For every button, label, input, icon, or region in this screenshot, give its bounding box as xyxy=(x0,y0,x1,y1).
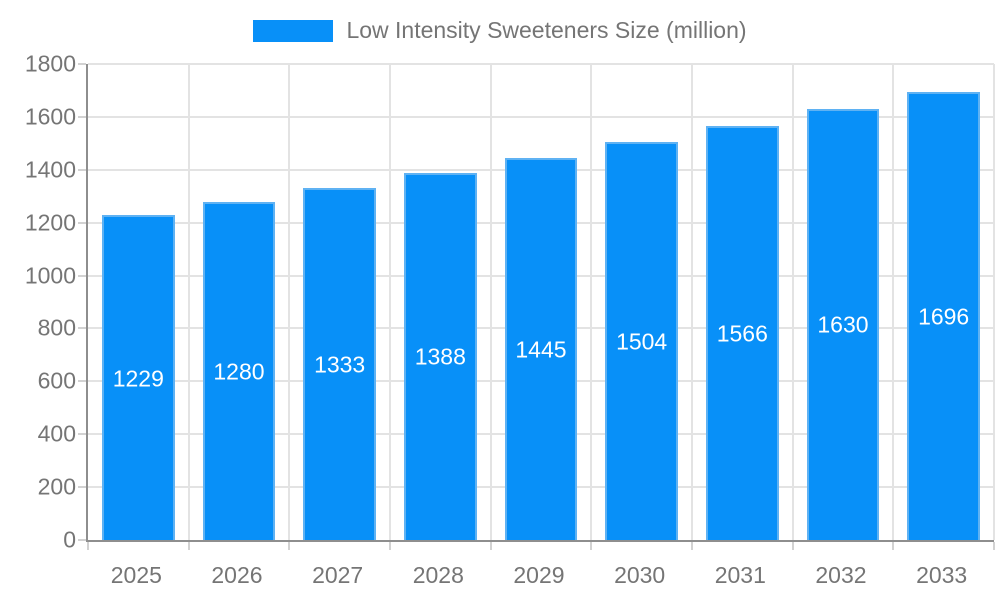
gridline-horizontal xyxy=(88,115,994,118)
x-tick-label: 2028 xyxy=(412,562,464,588)
y-tick-label: 1400 xyxy=(24,156,76,183)
x-tick-label: 2033 xyxy=(916,562,968,588)
bar-value-label: 1630 xyxy=(817,311,869,338)
y-tick-label: 1800 xyxy=(24,50,76,77)
x-tick-label: 2029 xyxy=(513,562,565,588)
x-tick-label: 2027 xyxy=(312,562,364,588)
x-tick-label: 2031 xyxy=(714,562,766,588)
plot-area: 1229 1280 1333 1388 1445 1504 1566 1630 1696 xyxy=(78,63,995,550)
x-tick-label: 2032 xyxy=(815,562,867,588)
bar-2030[interactable]: 1504 xyxy=(605,142,678,540)
gridline-vertical xyxy=(288,64,291,540)
y-axis: 0 200 400 600 800 1000 1200 1400 1600 1800 xyxy=(0,52,76,551)
gridline-vertical xyxy=(187,64,190,540)
bar-value-label: 1280 xyxy=(213,358,265,385)
x-axis-tick xyxy=(388,542,391,550)
gridline-vertical xyxy=(791,64,794,540)
legend-swatch-icon xyxy=(253,19,334,42)
x-tick-label: 2030 xyxy=(614,562,666,588)
legend-item[interactable]: Low Intensity Sweeteners Size (million) xyxy=(0,19,1000,42)
y-axis-tick xyxy=(78,274,86,277)
bar-value-label: 1445 xyxy=(515,336,567,363)
y-tick-label: 400 xyxy=(37,420,76,447)
y-tick-label: 1600 xyxy=(24,103,76,130)
gridline-vertical xyxy=(993,64,995,540)
y-tick-label: 1000 xyxy=(24,262,76,289)
gridline-vertical xyxy=(388,64,391,540)
x-axis-tick xyxy=(791,542,794,550)
bar-value-label: 1388 xyxy=(414,343,466,370)
gridline-vertical xyxy=(489,64,492,540)
y-axis-tick xyxy=(78,327,86,330)
bar-2032[interactable]: 1630 xyxy=(806,108,880,540)
gridline-horizontal xyxy=(88,63,994,65)
x-axis-tick xyxy=(288,542,291,550)
bar-value-label: 1566 xyxy=(716,320,768,347)
legend-label: Low Intensity Sweeteners Size (million) xyxy=(346,17,747,43)
bar-2025[interactable]: 1229 xyxy=(102,215,175,540)
bar-2033[interactable]: 1696 xyxy=(907,91,980,540)
y-tick-label: 200 xyxy=(37,473,76,500)
x-axis-tick xyxy=(993,542,995,550)
gridline-vertical xyxy=(892,64,895,540)
x-axis-tick xyxy=(187,542,190,550)
y-tick-label: 0 xyxy=(63,526,76,553)
y-axis-tick xyxy=(78,221,86,224)
bar-2028[interactable]: 1388 xyxy=(404,172,477,540)
y-axis-tick xyxy=(78,168,86,171)
y-axis-tick xyxy=(78,380,86,383)
bar-value-label: 1333 xyxy=(314,351,366,378)
bar-value-label: 1504 xyxy=(616,328,668,355)
y-axis-tick xyxy=(78,433,86,436)
gridline-vertical xyxy=(690,64,693,540)
x-axis-tick xyxy=(690,542,693,550)
x-tick-label: 2026 xyxy=(211,562,263,588)
gridline-vertical xyxy=(590,64,593,540)
y-axis-tick xyxy=(78,539,86,541)
bar-2029[interactable]: 1445 xyxy=(504,157,578,540)
x-tick-label: 2025 xyxy=(110,562,162,588)
y-axis-tick xyxy=(78,115,86,118)
x-axis: 2025 2026 2027 2028 2029 2030 2031 2032 2033 xyxy=(86,564,992,594)
bar-2027[interactable]: 1333 xyxy=(303,187,376,540)
y-tick-label: 600 xyxy=(37,367,76,394)
y-tick-label: 800 xyxy=(37,314,76,341)
x-axis-tick xyxy=(590,542,593,550)
y-tick-label: 1200 xyxy=(24,209,76,236)
y-axis-tick xyxy=(78,63,86,65)
x-axis-tick xyxy=(892,542,895,550)
y-axis-tick xyxy=(78,486,86,489)
bar-value-label: 1229 xyxy=(112,365,164,391)
bar-2031[interactable]: 1566 xyxy=(706,125,779,540)
x-axis-tick xyxy=(87,542,89,550)
bar-2026[interactable]: 1280 xyxy=(202,201,276,540)
x-axis-tick xyxy=(489,542,492,550)
bar-value-label: 1696 xyxy=(918,303,970,330)
